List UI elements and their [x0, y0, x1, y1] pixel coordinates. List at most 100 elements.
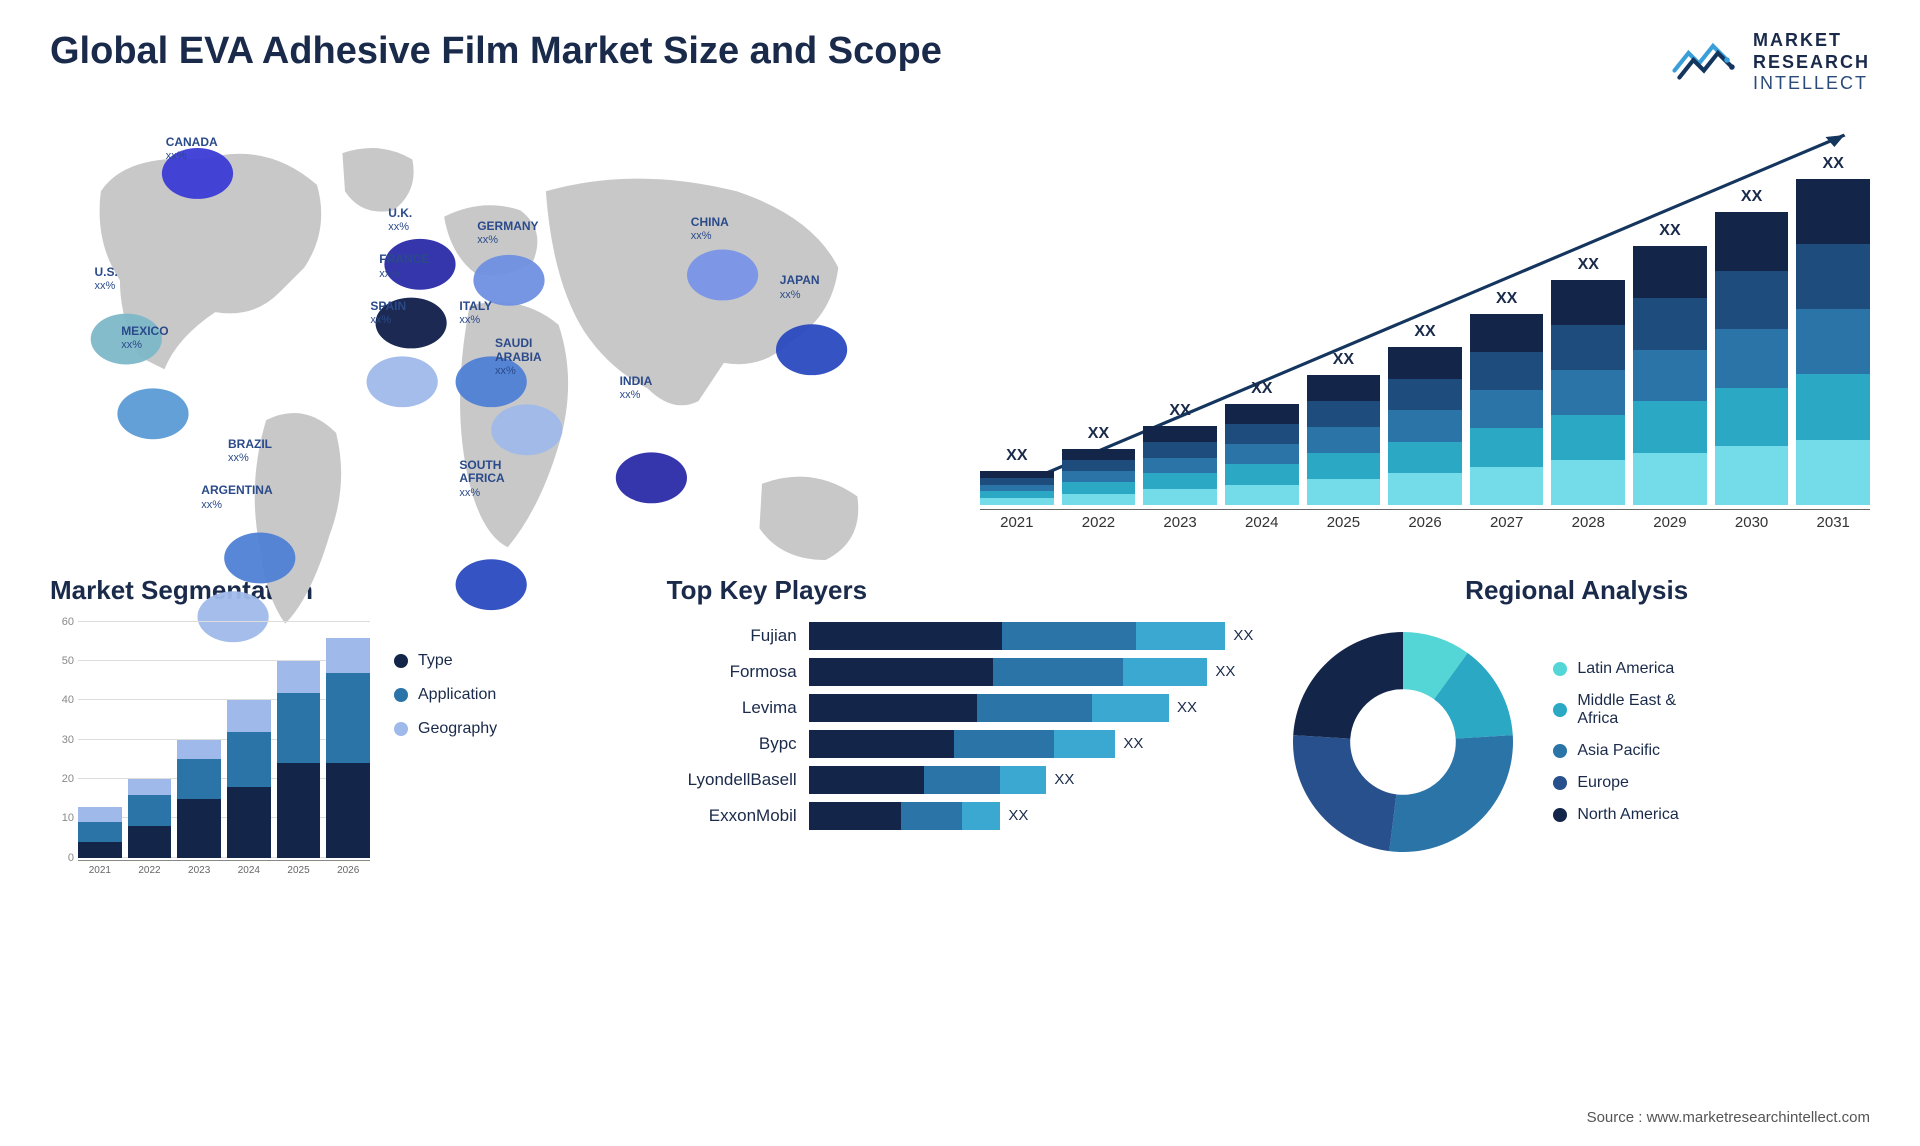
seg-ytick: 40: [62, 694, 74, 706]
logo-text: MARKET RESEARCH INTELLECT: [1753, 30, 1870, 95]
key-player-name: Levima: [667, 698, 797, 718]
regional-donut-chart: [1283, 622, 1523, 862]
key-player-name: LyondellBasell: [667, 770, 797, 790]
legend-dot-icon: [1553, 776, 1567, 790]
trend-xtick: 2030: [1715, 510, 1789, 535]
map-country-label: GERMANYxx%: [477, 220, 538, 246]
legend-item: North America: [1553, 806, 1678, 824]
trend-bar-value: XX: [1251, 380, 1272, 398]
trend-bar: XX: [1388, 347, 1462, 505]
trend-xtick: 2021: [980, 510, 1054, 535]
trend-xtick: 2026: [1388, 510, 1462, 535]
seg-ytick: 20: [62, 773, 74, 785]
seg-ytick: 50: [62, 655, 74, 667]
regional-legend: Latin America Middle East & Africa Asia Pa…: [1553, 660, 1678, 824]
legend-dot-icon: [1553, 703, 1567, 717]
seg-bar: [128, 779, 172, 858]
map-country-label: SAUDIARABIAxx%: [495, 337, 542, 377]
key-player-bar: [809, 694, 1169, 722]
seg-bar: [177, 740, 221, 858]
key-player-value: XX: [1054, 771, 1074, 788]
legend-dot-icon: [394, 688, 408, 702]
key-player-name: Formosa: [667, 662, 797, 682]
map-country-label: ARGENTINAxx%: [201, 484, 272, 510]
seg-xtick: 2021: [78, 861, 122, 882]
donut-slice: [1293, 735, 1396, 851]
regional-title: Regional Analysis: [1283, 575, 1870, 606]
key-player-row: LevimaXX: [667, 694, 1254, 722]
trend-chart: XXXXXXXXXXXXXXXXXXXXXX 20212022202320242…: [980, 115, 1870, 535]
key-player-bar: [809, 658, 1208, 686]
trend-bar: XX: [1551, 280, 1625, 505]
legend-dot-icon: [394, 722, 408, 736]
trend-bar-value: XX: [1578, 256, 1599, 274]
regional-panel: Regional Analysis Latin America Middle Ea…: [1283, 575, 1870, 882]
map-country-label: SPAINxx%: [370, 300, 406, 326]
map-country-label: SOUTHAFRICAxx%: [459, 459, 504, 499]
legend-label: Application: [418, 686, 496, 704]
legend-item: Europe: [1553, 774, 1678, 792]
legend-label: Asia Pacific: [1577, 742, 1660, 760]
legend-dot-icon: [1553, 744, 1567, 758]
key-player-row: BypcXX: [667, 730, 1254, 758]
seg-xtick: 2025: [277, 861, 321, 882]
seg-xtick: 2023: [177, 861, 221, 882]
trend-xtick: 2031: [1796, 510, 1870, 535]
trend-bar: XX: [1143, 426, 1217, 505]
legend-label: Middle East & Africa: [1577, 692, 1676, 728]
seg-ytick: 10: [62, 812, 74, 824]
trend-bar: XX: [1062, 449, 1136, 505]
map-country-label: INDIAxx%: [620, 375, 653, 401]
trend-bar: XX: [1307, 375, 1381, 504]
header: Global EVA Adhesive Film Market Size and…: [50, 30, 1870, 95]
legend-label: Geography: [418, 720, 497, 738]
trend-xtick: 2027: [1470, 510, 1544, 535]
key-player-bar: [809, 730, 1116, 758]
trend-bar-value: XX: [1496, 290, 1517, 308]
key-player-bar: [809, 802, 1001, 830]
legend-dot-icon: [1553, 808, 1567, 822]
brand-logo: MARKET RESEARCH INTELLECT: [1671, 30, 1870, 95]
legend-label: Type: [418, 652, 453, 670]
key-players-chart: FujianXXFormosaXXLevimaXXBypcXXLyondellB…: [667, 622, 1254, 830]
trend-xtick: 2022: [1062, 510, 1136, 535]
source-attribution: Source : www.marketresearchintellect.com: [1587, 1109, 1870, 1126]
legend-item: Application: [394, 686, 497, 704]
trend-bar-value: XX: [1088, 425, 1109, 443]
key-player-value: XX: [1215, 663, 1235, 680]
top-row: CANADAxx%U.S.xx%MEXICOxx%BRAZILxx%ARGENT…: [50, 115, 1870, 535]
key-player-value: XX: [1008, 807, 1028, 824]
trend-bar: XX: [1470, 314, 1544, 505]
map-country-label: FRANCExx%: [379, 253, 429, 279]
legend-label: Latin America: [1577, 660, 1674, 678]
legend-label: Europe: [1577, 774, 1629, 792]
map-country-label: BRAZILxx%: [228, 438, 272, 464]
trend-bar: XX: [1715, 212, 1789, 505]
trend-bar-value: XX: [1169, 402, 1190, 420]
trend-xtick: 2028: [1551, 510, 1625, 535]
bottom-row: Market Segmentation 0102030405060 202120…: [50, 575, 1870, 882]
key-player-row: ExxonMobil XX: [667, 802, 1254, 830]
trend-bar-value: XX: [1414, 323, 1435, 341]
trend-xtick: 2029: [1633, 510, 1707, 535]
legend-dot-icon: [1553, 662, 1567, 676]
trend-bar: XX: [1633, 246, 1707, 505]
map-country-label: ITALYxx%: [459, 300, 492, 326]
map-country-label: CHINAxx%: [691, 216, 729, 242]
trend-xtick: 2025: [1307, 510, 1381, 535]
seg-xtick: 2024: [227, 861, 271, 882]
seg-ytick: 60: [62, 616, 74, 628]
legend-item: Middle East & Africa: [1553, 692, 1678, 728]
seg-bar: [326, 638, 370, 858]
legend-dot-icon: [394, 654, 408, 668]
donut-slice: [1390, 735, 1514, 852]
trend-xtick: 2023: [1143, 510, 1217, 535]
map-country-label: MEXICOxx%: [121, 325, 168, 351]
seg-ytick: 30: [62, 734, 74, 746]
trend-bar-value: XX: [1741, 188, 1762, 206]
segmentation-legend: Type Application Geography: [394, 622, 497, 882]
trend-bar-value: XX: [1333, 351, 1354, 369]
key-player-name: ExxonMobil: [667, 806, 797, 826]
trend-bar-value: XX: [1006, 447, 1027, 465]
map-country-label: CANADAxx%: [166, 136, 218, 162]
